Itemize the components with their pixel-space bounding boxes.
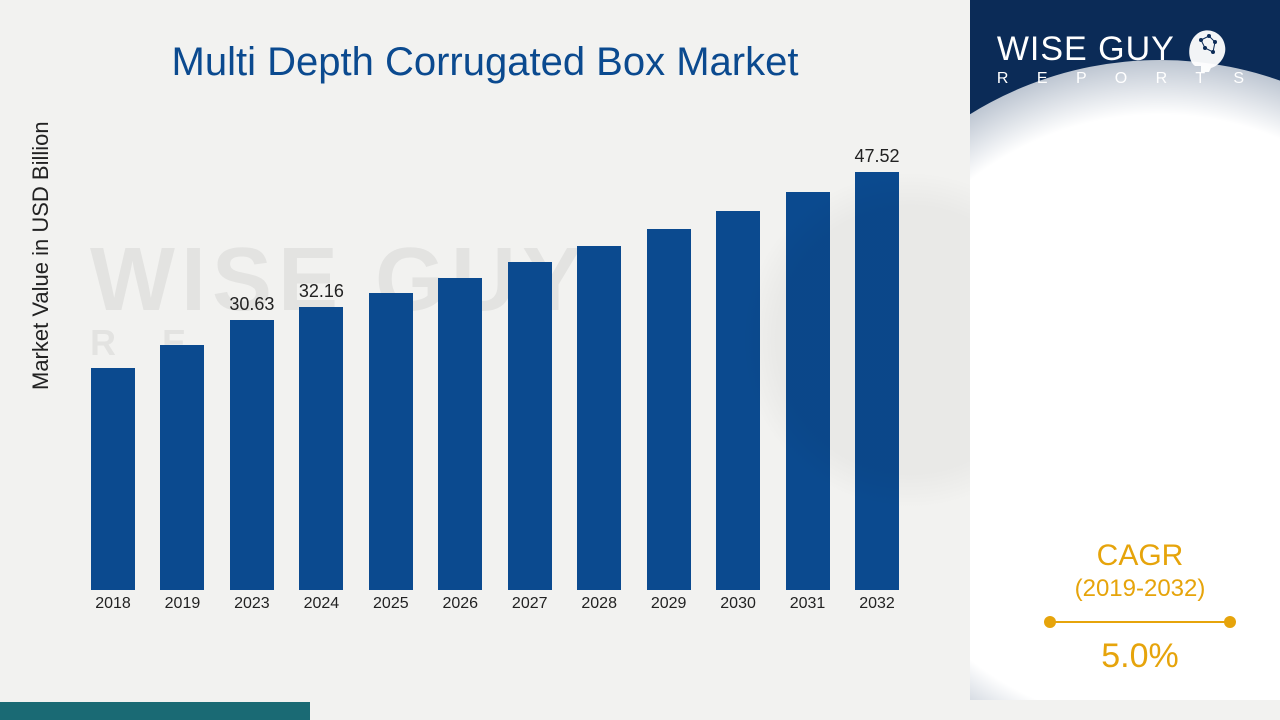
bar-wrap: 47.52 [850, 146, 904, 590]
bar [577, 246, 621, 590]
infographic-canvas: Multi Depth Corrugated Box Market Market… [0, 0, 1280, 720]
bar-value-label: 30.63 [229, 294, 274, 316]
bar-wrap [572, 220, 626, 590]
brand-head-icon [1183, 26, 1229, 72]
bar [160, 345, 204, 590]
x-tick-label: 2032 [850, 595, 904, 613]
x-tick-label: 2024 [294, 595, 348, 613]
x-tick-label: 2030 [711, 595, 765, 613]
cagr-title: CAGR [1000, 539, 1280, 573]
bar [716, 211, 760, 590]
chart-title: Multi Depth Corrugated Box Market [0, 40, 970, 85]
cagr-value: 5.0% [1000, 637, 1280, 676]
cagr-range: (2019-2032) [1000, 575, 1280, 603]
bar [786, 192, 830, 590]
x-axis: 2018 2019 2023 2024 2025 2026 2027 2028 2029 2030… [80, 595, 910, 613]
cagr-divider [1050, 621, 1230, 623]
x-tick-label: 2029 [642, 595, 696, 613]
bottom-accent-bar [0, 702, 310, 720]
x-tick-label: 2025 [364, 595, 418, 613]
bar [647, 229, 691, 590]
bars-container: 30.6332.1647.52 [80, 150, 910, 590]
x-tick-label: 2031 [781, 595, 835, 613]
bar-wrap [155, 319, 209, 590]
bar-wrap [503, 236, 557, 590]
x-tick-label: 2028 [572, 595, 626, 613]
bar-wrap: 30.63 [225, 294, 279, 590]
plot-region: 30.6332.1647.52 [80, 150, 910, 590]
right-panel: WISE GUY R E P O R T S CAGR (2019-2032) … [970, 0, 1280, 700]
bar [230, 320, 274, 590]
x-tick-label: 2026 [433, 595, 487, 613]
bar-value-label: 32.16 [299, 281, 344, 303]
brand-main-text: WISE GUY [997, 30, 1175, 69]
bar [91, 368, 135, 590]
bar-wrap [711, 185, 765, 590]
bar-wrap [364, 267, 418, 590]
bar-wrap [781, 166, 835, 590]
brand-sub-text: R E P O R T S [997, 70, 1256, 88]
bar [855, 172, 899, 590]
chart-area: Multi Depth Corrugated Box Market Market… [0, 0, 970, 700]
x-tick-label: 2018 [86, 595, 140, 613]
bar-wrap [642, 203, 696, 590]
bar [369, 293, 413, 590]
x-tick-label: 2023 [225, 595, 279, 613]
bar-wrap: 32.16 [294, 281, 348, 590]
bar [299, 307, 343, 590]
brand-logo: WISE GUY R E P O R T S [997, 26, 1256, 88]
bar-wrap [433, 252, 487, 590]
x-tick-label: 2027 [503, 595, 557, 613]
brand-main-row: WISE GUY [997, 26, 1256, 72]
bar-value-label: 47.52 [854, 146, 899, 168]
bar [438, 278, 482, 590]
y-axis-label: Market Value in USD Billion [28, 121, 54, 390]
bar [508, 262, 552, 590]
cagr-box: CAGR (2019-2032) 5.0% [1000, 539, 1280, 676]
x-tick-label: 2019 [155, 595, 209, 613]
bar-wrap [86, 342, 140, 590]
